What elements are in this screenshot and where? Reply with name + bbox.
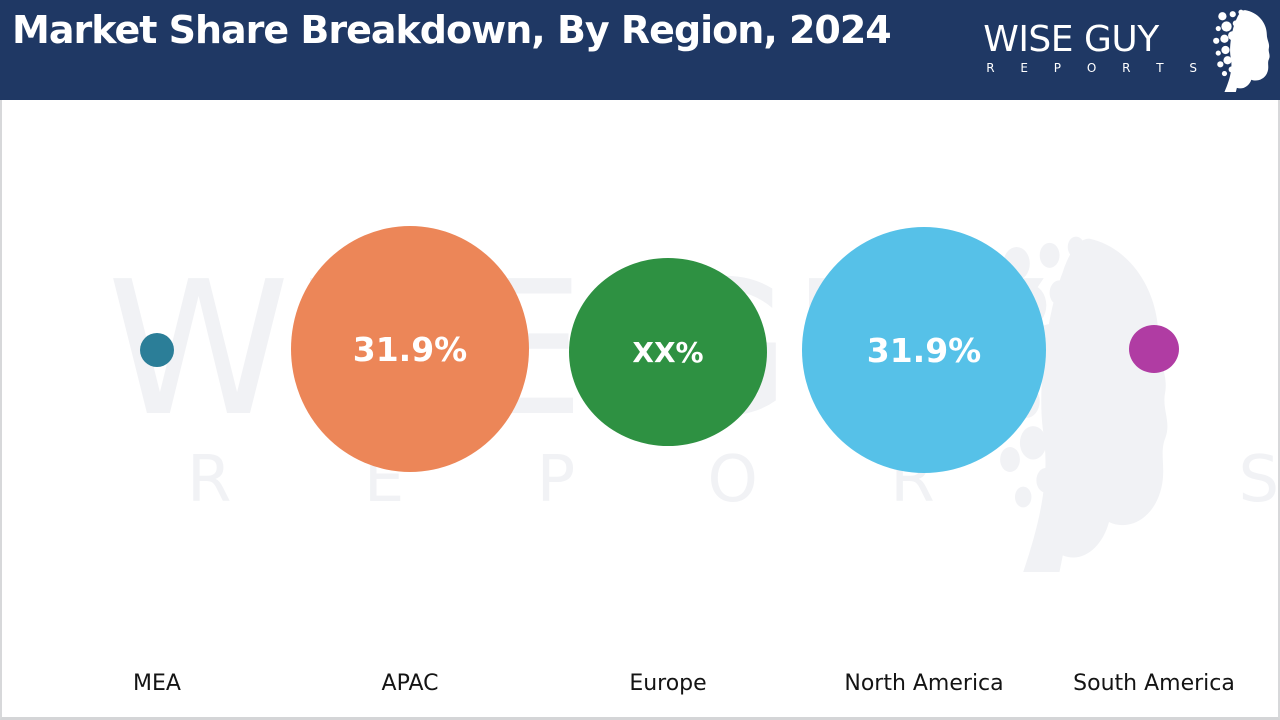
page-title: Market Share Breakdown, By Region, 2024: [12, 8, 892, 52]
region-label-south-america: South America: [1073, 671, 1235, 696]
bubble-apac: 31.9%: [291, 226, 529, 472]
region-label-europe: Europe: [629, 671, 707, 696]
header-bar: Market Share Breakdown, By Region, 2024 …: [0, 0, 1280, 100]
chart-canvas: WISE GUY R E P O R T S 31.9% XX% 31.9% M…: [0, 100, 1280, 720]
logo-text: WISE GUY R E P O R T S: [983, 6, 1208, 76]
region-label-mea: MEA: [133, 671, 181, 696]
bubble-north-america: 31.9%: [802, 227, 1046, 473]
head-silhouette-icon: [1213, 9, 1270, 92]
watermark-head-silhouette-icon: [986, 236, 1168, 572]
logo-brand-subtitle: R E P O R T S: [986, 61, 1208, 75]
region-label-north-america: North America: [844, 671, 1004, 696]
region-label-apac: APAC: [381, 671, 439, 696]
logo-brand-name: WISE GUY: [983, 19, 1159, 60]
bubble-mea: [140, 333, 174, 367]
bubble-south-america: [1129, 325, 1179, 373]
wise-guy-reports-logo: WISE GUY R E P O R T S: [983, 6, 1272, 92]
bubble-europe: XX%: [569, 258, 767, 446]
